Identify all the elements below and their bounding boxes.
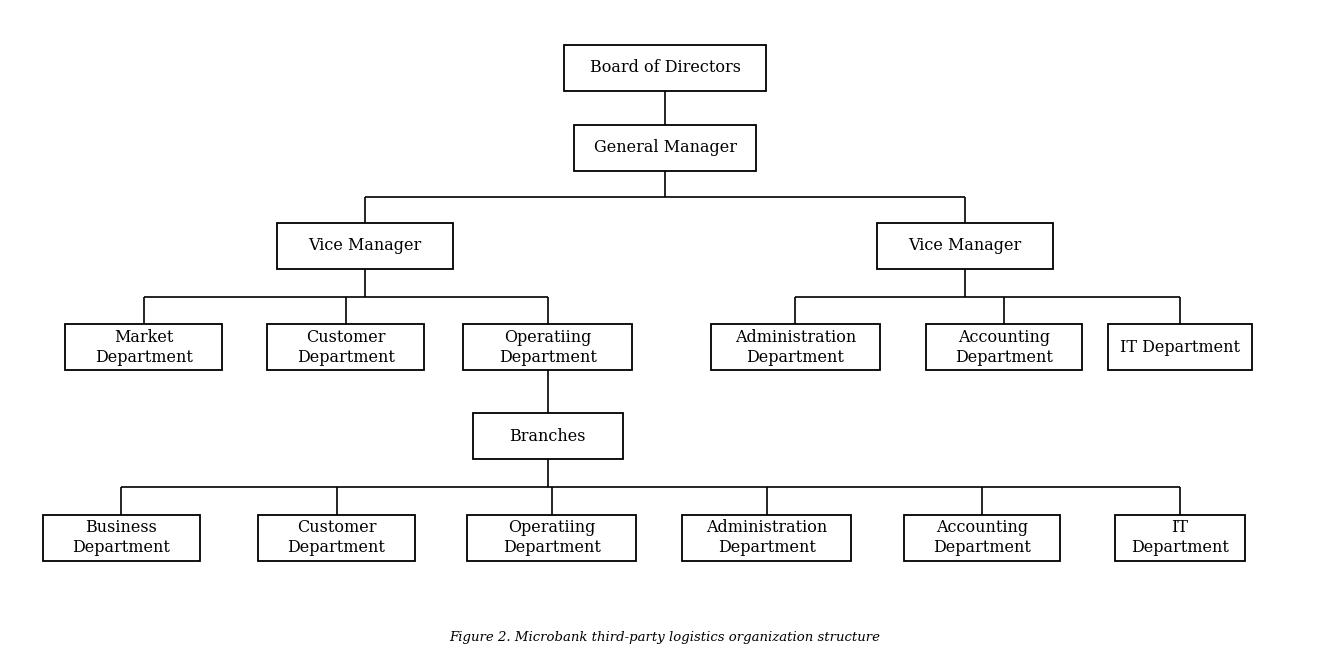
FancyBboxPatch shape bbox=[710, 324, 880, 370]
FancyBboxPatch shape bbox=[1115, 515, 1245, 560]
FancyBboxPatch shape bbox=[267, 324, 424, 370]
Text: Administration
Department: Administration Department bbox=[734, 329, 857, 366]
Text: Customer
Department: Customer Department bbox=[297, 329, 395, 366]
Text: Figure 2. Microbank third-party logistics organization structure: Figure 2. Microbank third-party logistic… bbox=[450, 630, 880, 644]
Text: Branches: Branches bbox=[509, 428, 587, 445]
Text: IT Department: IT Department bbox=[1120, 339, 1240, 356]
FancyBboxPatch shape bbox=[44, 515, 200, 560]
Text: Operatiing
Department: Operatiing Department bbox=[499, 329, 597, 366]
FancyBboxPatch shape bbox=[682, 515, 851, 560]
Text: General Manager: General Manager bbox=[593, 139, 737, 156]
Text: Vice Manager: Vice Manager bbox=[309, 238, 422, 255]
FancyBboxPatch shape bbox=[903, 515, 1060, 560]
FancyBboxPatch shape bbox=[463, 324, 633, 370]
Text: Business
Department: Business Department bbox=[73, 519, 170, 556]
FancyBboxPatch shape bbox=[277, 223, 454, 269]
Text: Operatiing
Department: Operatiing Department bbox=[503, 519, 601, 556]
FancyBboxPatch shape bbox=[573, 125, 757, 171]
FancyBboxPatch shape bbox=[258, 515, 415, 560]
Text: Market
Department: Market Department bbox=[94, 329, 193, 366]
Text: Accounting
Department: Accounting Department bbox=[932, 519, 1031, 556]
Text: Administration
Department: Administration Department bbox=[706, 519, 827, 556]
FancyBboxPatch shape bbox=[472, 413, 622, 459]
Text: Vice Manager: Vice Manager bbox=[908, 238, 1021, 255]
Text: Accounting
Department: Accounting Department bbox=[955, 329, 1053, 366]
Text: Customer
Department: Customer Department bbox=[287, 519, 386, 556]
Text: Board of Directors: Board of Directors bbox=[589, 59, 741, 77]
FancyBboxPatch shape bbox=[1108, 324, 1252, 370]
FancyBboxPatch shape bbox=[926, 324, 1083, 370]
FancyBboxPatch shape bbox=[65, 324, 222, 370]
FancyBboxPatch shape bbox=[876, 223, 1053, 269]
FancyBboxPatch shape bbox=[467, 515, 636, 560]
FancyBboxPatch shape bbox=[564, 45, 766, 91]
Text: IT
Department: IT Department bbox=[1130, 519, 1229, 556]
